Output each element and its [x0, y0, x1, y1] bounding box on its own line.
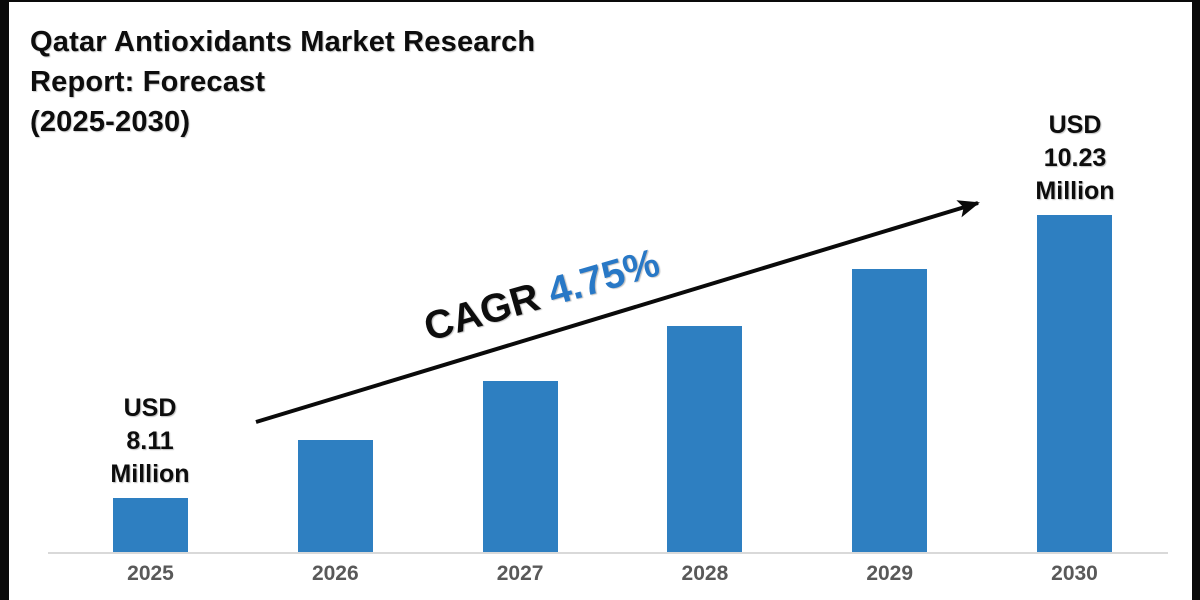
- bar-2025: [113, 498, 188, 553]
- value-label-2030: USD 10.23 Million: [995, 109, 1155, 208]
- x-axis-label-2026: 2026: [311, 562, 359, 585]
- bar-2026: [297, 440, 373, 553]
- value-label-2025-line-1: USD: [123, 394, 177, 422]
- chart-title-line-1: Qatar Antioxidants Market Research: [30, 26, 536, 58]
- x-axis-label-2029: 2029: [866, 562, 914, 585]
- value-label-2030-line-2: 10.23: [1043, 144, 1107, 172]
- bar-2029: [852, 269, 928, 553]
- bar-2027: [482, 381, 558, 553]
- chart-title: Qatar Antioxidants Market Research Repor…: [30, 22, 670, 142]
- x-axis-line: [48, 552, 1168, 554]
- value-label-2025-line-2: 8.11: [126, 427, 174, 455]
- x-axis-label-2025: 2025: [127, 562, 174, 585]
- x-axis-label-2030: 2030: [1051, 562, 1098, 585]
- right-border-strip: [1192, 0, 1200, 600]
- bar-2028: [667, 326, 743, 553]
- x-axis-label-2028: 2028: [681, 562, 729, 585]
- bar-2030: [1037, 215, 1112, 553]
- value-label-2025-line-3: Million: [110, 460, 190, 488]
- value-label-2030-line-1: USD: [1048, 111, 1102, 139]
- value-label-2030-line-3: Million: [1035, 177, 1115, 205]
- value-label-2025: USD 8.11 Million: [70, 392, 230, 491]
- chart-title-line-3: (2025-2030): [30, 106, 191, 138]
- top-border-line: [0, 0, 1200, 2]
- left-border-strip: [0, 0, 9, 600]
- chart-title-line-2: Report: Forecast: [30, 66, 266, 98]
- x-axis-label-2027: 2027: [496, 562, 544, 585]
